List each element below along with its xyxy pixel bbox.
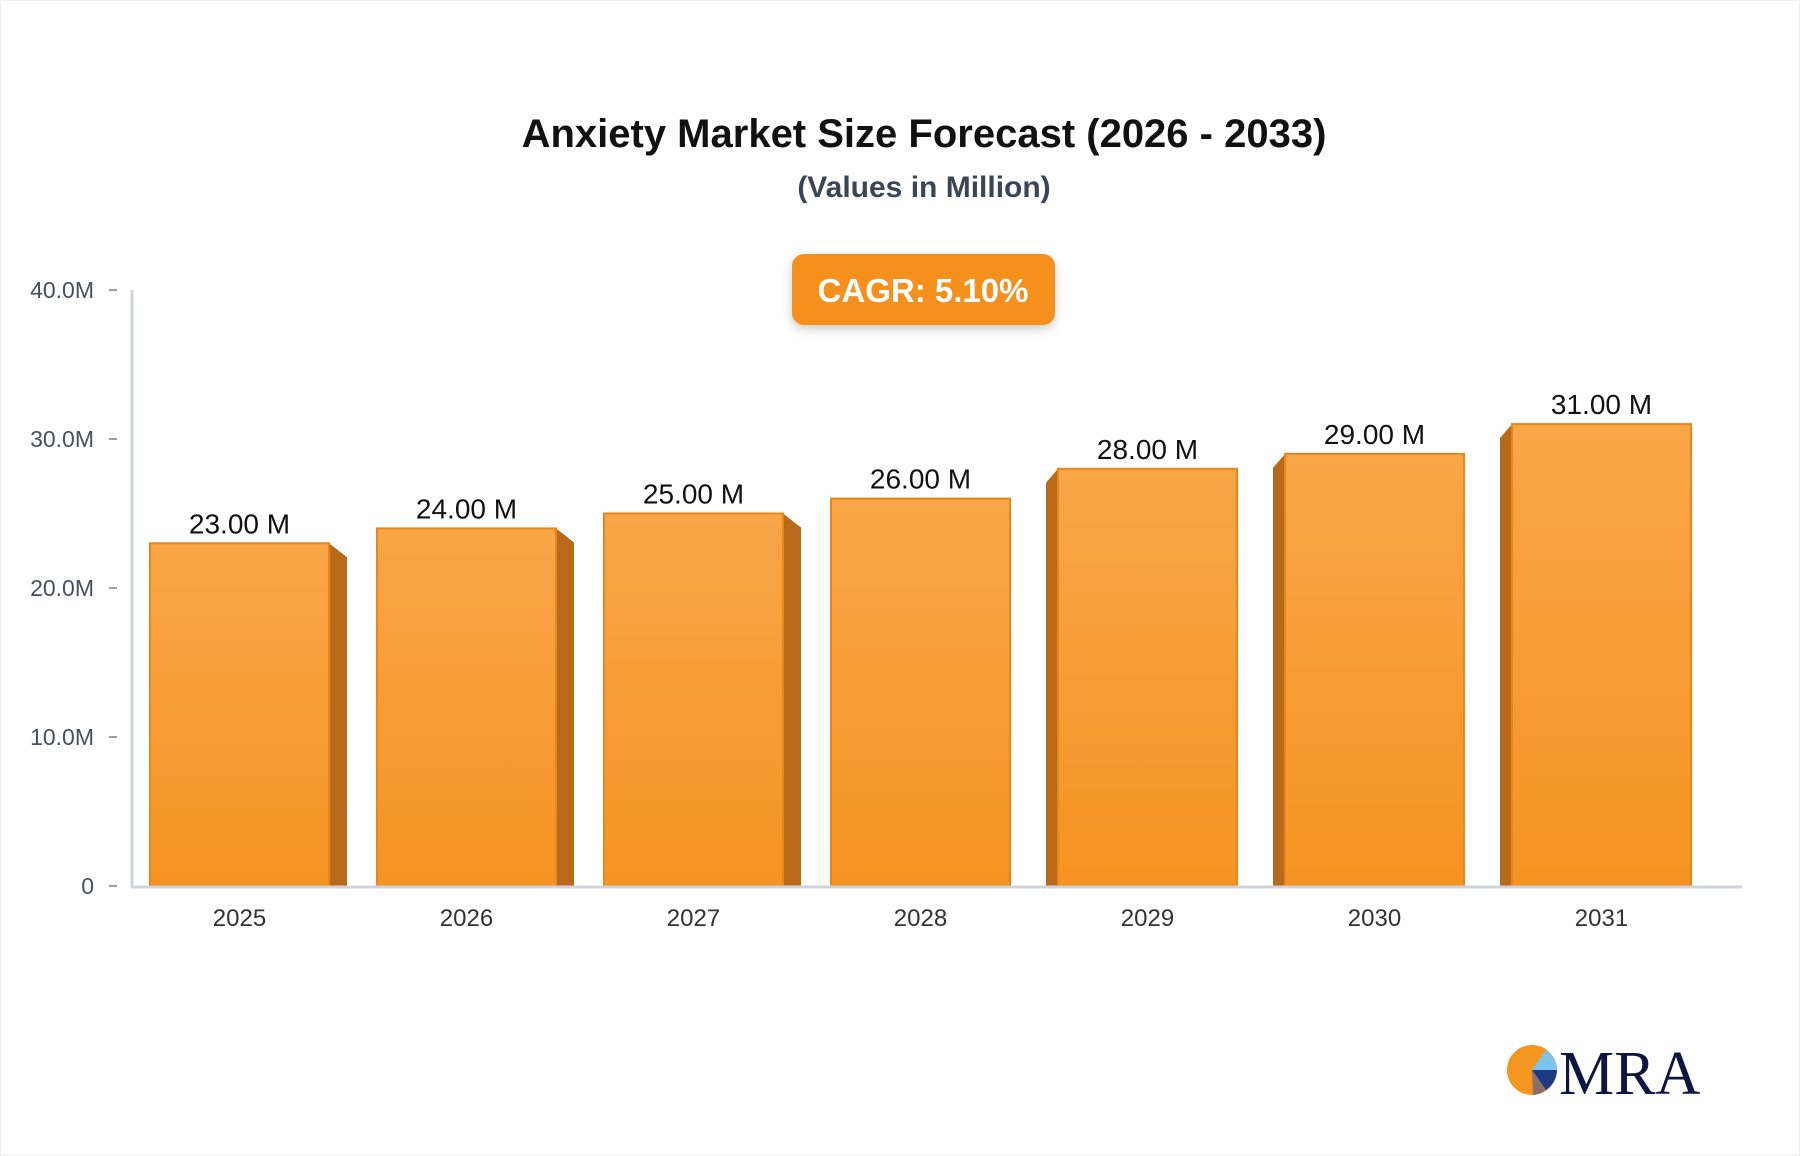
bar xyxy=(1057,467,1238,887)
bar-2031: 31.00 M xyxy=(1500,389,1692,887)
data-label: 28.00 M xyxy=(1097,434,1198,465)
bar-side xyxy=(1273,453,1285,886)
data-label: 26.00 M xyxy=(870,464,971,495)
mra-logo: MRA xyxy=(1507,1040,1700,1108)
x-tick-label: 2030 xyxy=(1348,905,1401,932)
bar xyxy=(1511,423,1692,887)
bar xyxy=(1284,452,1465,887)
data-label: 23.00 M xyxy=(189,508,290,539)
data-label: 24.00 M xyxy=(416,493,517,524)
data-label: 29.00 M xyxy=(1324,419,1425,450)
y-tick-label: 20.0M xyxy=(30,575,94,601)
cagr-badge: CAGR: 5.10% xyxy=(792,254,1055,325)
x-tick-label: 2029 xyxy=(1121,905,1174,932)
cagr-label: CAGR: 5.10% xyxy=(818,272,1029,309)
bar-2030: 29.00 M xyxy=(1273,419,1465,887)
bar-side xyxy=(1500,424,1512,886)
bar xyxy=(149,542,330,887)
x-tick-label: 2025 xyxy=(213,905,266,932)
x-axis: 2025 2026 2027 2028 2029 2030 2031 xyxy=(131,885,1742,932)
cagr-badge-bg xyxy=(792,254,1055,325)
bar-2029: 28.00 M xyxy=(1046,434,1238,887)
y-axis: 0 10.0M 20.0M 30.0M 40.0M xyxy=(30,277,134,899)
bar-2025: 23.00 M xyxy=(149,508,347,887)
bar-2026: 24.00 M xyxy=(376,493,574,888)
bar-2027: 25.00 M xyxy=(603,479,801,887)
bar xyxy=(376,527,557,888)
y-tick-label: 30.0M xyxy=(30,426,94,452)
bar-side xyxy=(1046,468,1058,886)
chart-subtitle: (Values in Million) xyxy=(797,171,1050,204)
x-tick-label: 2027 xyxy=(667,905,720,932)
bar-side xyxy=(556,528,574,886)
x-tick-label: 2028 xyxy=(894,905,947,932)
x-tick-label: 2026 xyxy=(440,905,493,932)
data-label: 31.00 M xyxy=(1551,389,1652,420)
chart-title: Anxiety Market Size Forecast (2026 - 203… xyxy=(522,112,1327,156)
bar-2028: 26.00 M xyxy=(830,464,1011,887)
bar xyxy=(603,512,784,887)
bar xyxy=(830,497,1011,887)
bar-side xyxy=(783,513,801,886)
y-tick-label: 40.0M xyxy=(30,277,94,303)
y-tick-label: 10.0M xyxy=(30,724,94,750)
y-tick-label: 0 xyxy=(81,873,94,899)
bar-side xyxy=(329,543,347,886)
logo-text: MRA xyxy=(1559,1040,1700,1108)
data-label: 25.00 M xyxy=(643,479,744,510)
bars: 23.00 M 24.00 M 25.00 M 26.00 M 28.00 M 29.00… xyxy=(149,389,1692,888)
x-tick-label: 2031 xyxy=(1575,905,1628,932)
